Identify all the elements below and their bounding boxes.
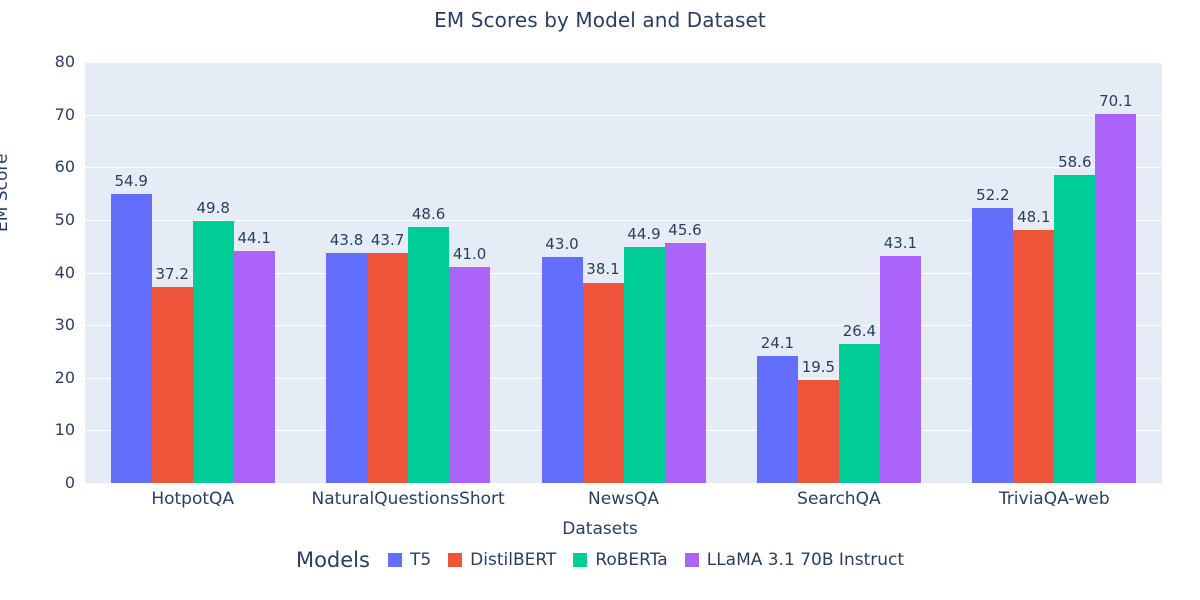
legend-swatch-icon xyxy=(573,553,588,567)
bar[interactable] xyxy=(367,253,409,483)
bar-value-label: 49.8 xyxy=(196,198,230,217)
bar-value-label: 19.5 xyxy=(801,358,836,377)
bar[interactable] xyxy=(449,267,491,483)
bar[interactable] xyxy=(408,227,450,483)
bar[interactable] xyxy=(541,256,583,483)
x-tick-label: NewsQA xyxy=(588,489,659,509)
bar[interactable] xyxy=(664,243,706,483)
legend-swatch-icon xyxy=(684,553,699,567)
bar[interactable] xyxy=(151,287,193,483)
bar-value-label: 38.1 xyxy=(586,260,620,279)
chart-title: EM Scores by Model and Dataset xyxy=(434,8,766,32)
legend-swatch-icon xyxy=(387,553,402,567)
y-tick-label: 20 xyxy=(54,367,75,387)
legend-label: LLaMA 3.1 70B Instruct xyxy=(706,550,905,570)
bar-value-label: 58.6 xyxy=(1058,152,1092,171)
legend-items: T5 DistilBERT RoBERTa LLaMA 3.1 70B Instruc… xyxy=(387,550,905,570)
legend-item[interactable]: T5 xyxy=(387,550,432,570)
gridline xyxy=(85,219,1162,221)
bar[interactable] xyxy=(192,220,234,483)
legend-label: RoBERTa xyxy=(595,550,668,570)
legend-title: Models xyxy=(295,548,370,572)
legend-item[interactable]: RoBERTa xyxy=(573,550,668,570)
y-axis-title: EM Score xyxy=(0,153,12,232)
bar[interactable] xyxy=(879,256,921,483)
x-tick-label: SearchQA xyxy=(797,489,881,509)
gridline xyxy=(85,483,1162,484)
y-tick-label: 30 xyxy=(54,315,75,335)
legend-label: DistilBERT xyxy=(470,550,557,570)
y-tick-label: 0 xyxy=(64,473,75,492)
bar-value-label: 43.0 xyxy=(545,234,579,253)
legend: Models T5 DistilBERT RoBERTa LLaMA 3.1 70B … xyxy=(0,548,1200,572)
legend-item[interactable]: DistilBERT xyxy=(448,550,556,570)
gridline xyxy=(85,167,1162,169)
bar-value-label: 26.4 xyxy=(842,322,877,341)
legend-label: T5 xyxy=(409,550,432,570)
bar[interactable] xyxy=(797,380,839,483)
bar-value-label: 48.1 xyxy=(1017,207,1051,226)
bar-value-label: 43.1 xyxy=(883,234,918,253)
bar[interactable] xyxy=(1013,229,1055,483)
bar-value-label: 37.2 xyxy=(155,265,189,284)
bar[interactable] xyxy=(838,344,880,483)
bar-value-label: 48.6 xyxy=(411,205,446,224)
bar-value-label: 43.7 xyxy=(370,231,405,250)
y-tick-label: 40 xyxy=(54,262,75,282)
x-axis-title: Datasets xyxy=(562,519,638,539)
legend-item[interactable]: LLaMA 3.1 70B Instruct xyxy=(684,550,905,570)
bar-value-label: 44.9 xyxy=(627,224,661,243)
bar-value-label: 24.1 xyxy=(760,334,795,353)
y-tick-label: 70 xyxy=(54,104,75,124)
legend-swatch-icon xyxy=(448,553,463,567)
y-tick-label: 10 xyxy=(54,420,75,440)
bar-value-label: 54.9 xyxy=(114,172,148,191)
bar[interactable] xyxy=(326,252,368,483)
bar[interactable] xyxy=(110,194,152,483)
y-tick-label: 80 xyxy=(54,52,75,71)
bar-value-label: 44.1 xyxy=(237,228,271,247)
y-tick-label: 50 xyxy=(54,209,75,229)
bar[interactable] xyxy=(233,250,275,483)
bar[interactable] xyxy=(972,208,1014,483)
gridline xyxy=(85,114,1162,116)
bar-value-label: 52.2 xyxy=(976,186,1010,205)
bar[interactable] xyxy=(623,246,665,483)
x-tick-label: NaturalQuestionsShort xyxy=(311,489,505,509)
bar[interactable] xyxy=(1095,114,1137,483)
bar[interactable] xyxy=(582,282,624,483)
bar-value-label: 43.8 xyxy=(329,230,364,249)
bar-value-label: 45.6 xyxy=(668,221,702,240)
gridline xyxy=(85,62,1162,63)
bar-value-label: 70.1 xyxy=(1099,92,1133,111)
x-tick-label: TriviaQA-web xyxy=(998,489,1110,509)
y-tick-label: 60 xyxy=(54,157,75,177)
bar[interactable] xyxy=(1054,174,1096,483)
bar[interactable] xyxy=(756,356,798,483)
x-tick-label: HotpotQA xyxy=(151,489,235,509)
bar-value-label: 41.0 xyxy=(452,245,487,264)
plot-area: 54.9 37.2 49.8 44.1 43.8 43.7 48.6 41.0 43.0 38.1… xyxy=(85,62,1162,484)
